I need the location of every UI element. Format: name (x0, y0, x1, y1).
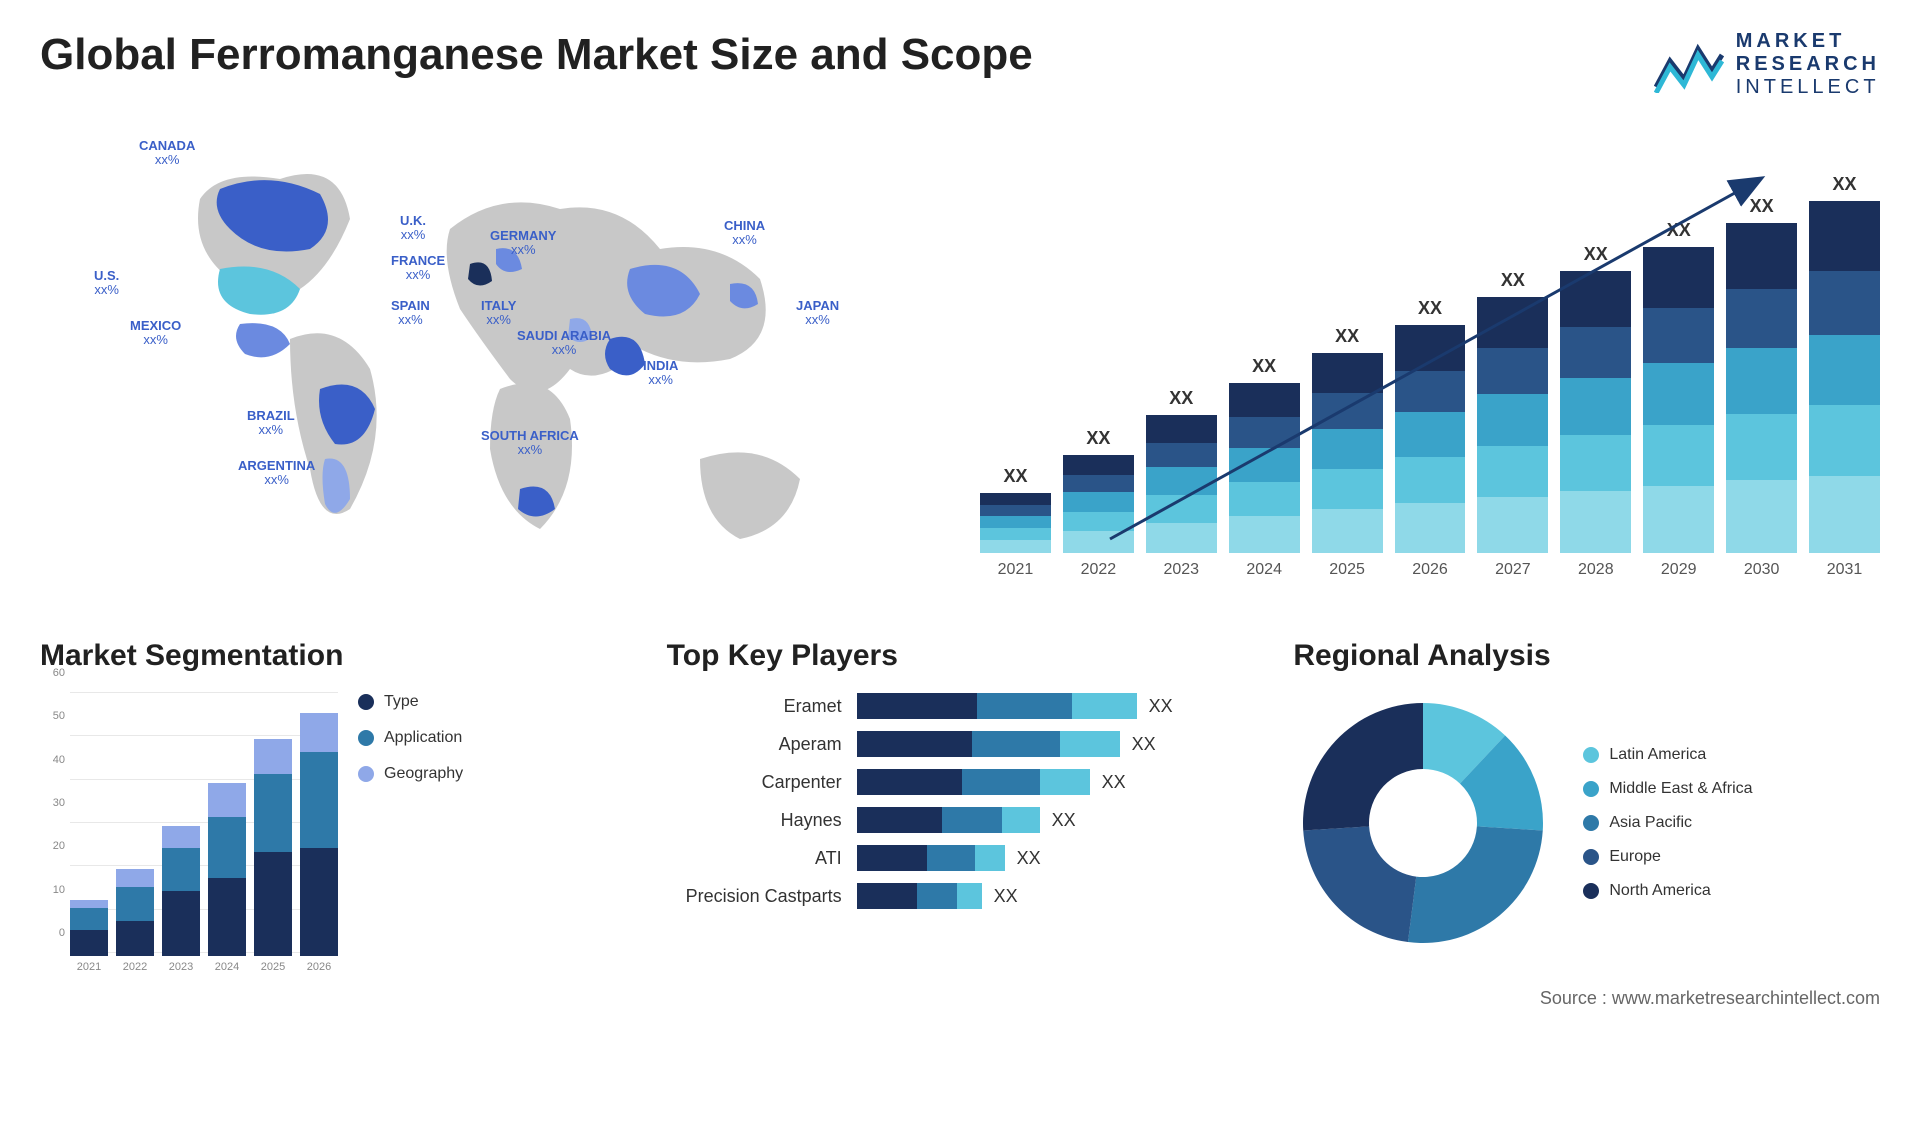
legend-item: Asia Pacific (1583, 814, 1752, 832)
segmentation-bar: 2024 (208, 783, 246, 973)
segmentation-bar: 2023 (162, 826, 200, 973)
segmentation-bar: 2026 (300, 713, 338, 973)
map-label: ARGENTINAxx% (238, 459, 315, 488)
map-label: FRANCExx% (391, 254, 445, 283)
map-label: MEXICOxx% (130, 319, 181, 348)
map-label: JAPANxx% (796, 299, 839, 328)
segmentation-bar: 2021 (70, 900, 108, 973)
player-row: ATIXX (667, 845, 1254, 871)
segmentation-panel: Market Segmentation 0102030405060 202120… (40, 639, 627, 973)
growth-bar: XX2027 (1477, 270, 1548, 579)
map-label: BRAZILxx% (247, 409, 295, 438)
regional-donut (1293, 693, 1553, 953)
player-row: Precision CastpartsXX (667, 883, 1254, 909)
map-label: ITALYxx% (481, 299, 516, 328)
growth-bar: XX2026 (1395, 298, 1466, 579)
map-label: CHINAxx% (724, 219, 765, 248)
legend-item: Geography (358, 765, 463, 783)
growth-bar: XX2028 (1560, 244, 1631, 579)
donut-slice (1408, 826, 1543, 943)
regional-title: Regional Analysis (1293, 639, 1880, 673)
map-label: GERMANYxx% (490, 229, 556, 258)
segmentation-bar: 2025 (254, 739, 292, 973)
legend-item: Europe (1583, 848, 1752, 866)
growth-bar: XX2023 (1146, 388, 1217, 579)
segmentation-title: Market Segmentation (40, 639, 627, 673)
world-map-panel: CANADAxx% U.S.xx% MEXICOxx% BRAZILxx% ARGENT… (40, 109, 940, 609)
player-row: ErametXX (667, 693, 1254, 719)
map-label: SAUDI ARABIAxx% (517, 329, 611, 358)
players-title: Top Key Players (667, 639, 1254, 673)
growth-bar: XX2024 (1229, 356, 1300, 579)
player-row: HaynesXX (667, 807, 1254, 833)
growth-bar: XX2030 (1726, 196, 1797, 579)
legend-item: Type (358, 693, 463, 711)
legend-item: Application (358, 729, 463, 747)
donut-slice (1304, 826, 1417, 942)
brand-logo: MARKET RESEARCH INTELLECT (1654, 30, 1880, 99)
map-label: U.K.xx% (400, 214, 426, 243)
growth-chart-panel: XX2021XX2022XX2023XX2024XX2025XX2026XX20… (980, 109, 1880, 609)
growth-bar: XX2025 (1312, 326, 1383, 579)
map-label: SOUTH AFRICAxx% (481, 429, 579, 458)
source-text: Source : www.marketresearchintellect.com (40, 988, 1880, 1009)
legend-item: Latin America (1583, 746, 1752, 764)
segmentation-bar: 2022 (116, 869, 154, 973)
players-panel: Top Key Players ErametXX AperamXX Carpente… (667, 639, 1254, 973)
growth-bar: XX2029 (1643, 220, 1714, 579)
segmentation-chart: 0102030405060 202120222023202420252026 (40, 693, 338, 973)
growth-bar: XX2022 (1063, 428, 1134, 579)
legend-item: Middle East & Africa (1583, 780, 1752, 798)
growth-bar: XX2031 (1809, 174, 1880, 579)
player-row: AperamXX (667, 731, 1254, 757)
segmentation-legend: Type Application Geography (358, 693, 463, 783)
map-label: SPAINxx% (391, 299, 430, 328)
map-label: CANADAxx% (139, 139, 195, 168)
players-chart: ErametXX AperamXX CarpenterXX HaynesXX ATIXX… (667, 693, 1254, 909)
brand-text: MARKET RESEARCH INTELLECT (1736, 30, 1880, 99)
player-row: CarpenterXX (667, 769, 1254, 795)
growth-bar: XX2021 (980, 466, 1051, 579)
legend-item: North America (1583, 882, 1752, 900)
donut-slice (1303, 703, 1423, 831)
map-label: INDIAxx% (643, 359, 678, 388)
regional-legend: Latin America Middle East & Africa Asia Pa… (1583, 746, 1752, 900)
map-label: U.S.xx% (94, 269, 119, 298)
world-map (40, 109, 940, 609)
page-title: Global Ferromanganese Market Size and Sc… (40, 30, 1033, 80)
regional-panel: Regional Analysis Latin America Middle Ea… (1293, 639, 1880, 973)
